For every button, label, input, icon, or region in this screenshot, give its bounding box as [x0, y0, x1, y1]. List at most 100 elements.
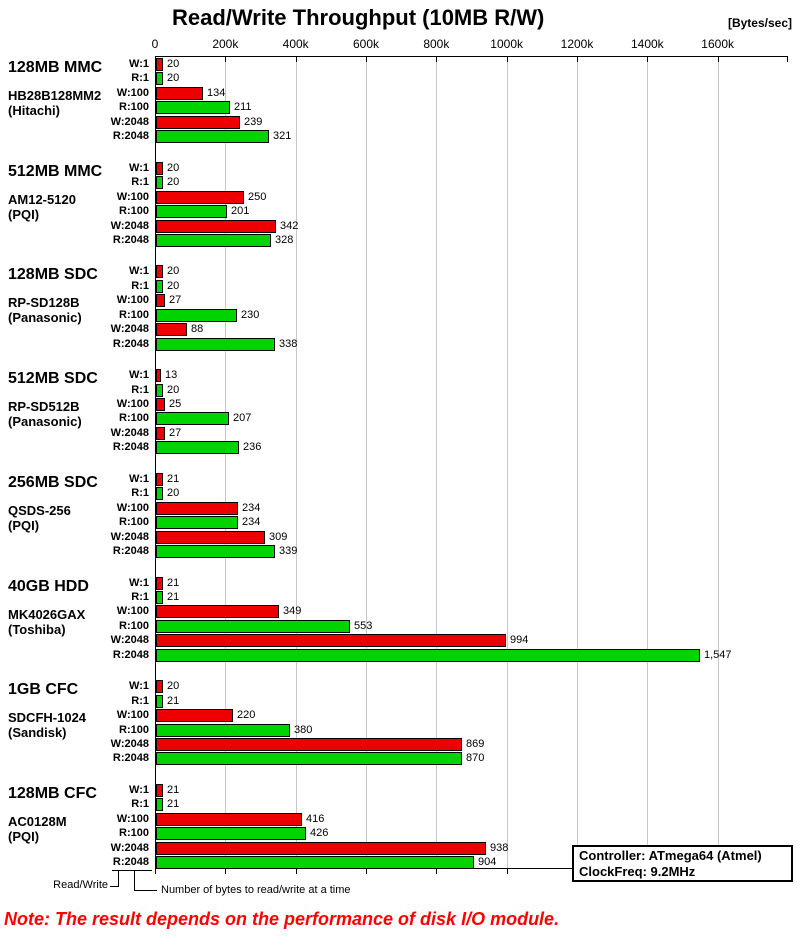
- read-write-footnote: Read/Write: [53, 879, 108, 891]
- gridline: [647, 57, 649, 868]
- bar-row-label: R:2048: [112, 233, 149, 246]
- rw-callout-vline: [118, 871, 119, 887]
- bar-row-label: R:2048: [112, 856, 149, 869]
- top-axis-tick: [436, 57, 438, 62]
- bar-value-label: 938: [490, 841, 509, 854]
- gridline: [577, 57, 578, 868]
- bar-value-label: 904: [478, 856, 497, 869]
- gridline: [506, 57, 508, 868]
- bar-value-label: 20: [167, 72, 180, 85]
- bar-value-label: 309: [269, 530, 288, 543]
- top-axis-tick: [225, 57, 227, 62]
- bar-value-label: 380: [294, 723, 313, 736]
- write-bar: [156, 398, 165, 411]
- bottom-axis-tick: [225, 869, 227, 874]
- unit-label: [Bytes/sec]: [727, 16, 792, 30]
- bar-value-label: 994: [510, 634, 529, 647]
- axis-tick-label: 800k: [423, 37, 450, 51]
- read-bar: [156, 798, 163, 812]
- read-bar: [156, 441, 239, 455]
- bar-value-label: 20: [167, 176, 180, 189]
- bar-row-label: R:100: [119, 101, 149, 114]
- bar-row-label: R:100: [119, 827, 149, 840]
- axis-tick-label: 600k: [352, 37, 380, 51]
- bar-value-label: 21: [167, 590, 180, 603]
- top-axis-tick: [577, 57, 578, 62]
- read-bar: [156, 176, 163, 190]
- axis-tick-label: 0: [151, 37, 159, 51]
- read-bar: [156, 487, 163, 501]
- axis-tick-label: 400k: [282, 37, 309, 51]
- clockfreq-line: ClockFreq: 9.2MHz: [579, 864, 696, 879]
- write-bar: [156, 219, 276, 233]
- bar-value-label: 20: [167, 487, 180, 500]
- group-model: AM12-5120: [8, 191, 76, 207]
- write-bar: [156, 369, 161, 383]
- read-bar: [156, 827, 306, 841]
- bar-row-label: R:2048: [112, 545, 149, 558]
- bar-value-label: 21: [167, 694, 180, 707]
- group-model-vendor: RP-SD512B (Panasonic): [8, 399, 82, 429]
- bar-value-label: 88: [191, 323, 204, 336]
- read-bar: [156, 72, 163, 86]
- bar-value-label: 220: [237, 709, 256, 722]
- bar-row-label: R:100: [119, 308, 149, 321]
- bar-row-label: R:1: [131, 279, 149, 292]
- bar-row-label: W:100: [116, 709, 149, 722]
- write-bar: [156, 323, 187, 337]
- gridline: [225, 57, 227, 868]
- bar-row-label: W:1: [129, 783, 149, 796]
- bar-value-label: 230: [241, 308, 260, 321]
- bar-value-label: 21: [167, 472, 180, 485]
- bar-row-label: R:1: [131, 176, 149, 189]
- bar-row-label: R:1: [131, 694, 149, 707]
- gridline: [366, 57, 367, 868]
- group-model: RP-SD128B: [8, 295, 80, 311]
- bar-value-label: 1,547: [704, 648, 732, 661]
- read-bar: [156, 412, 229, 426]
- bar-value-label: 869: [466, 738, 485, 750]
- bar-row-label: W:100: [116, 398, 149, 410]
- write-bar: [156, 738, 462, 751]
- read-bar: [156, 383, 163, 397]
- write-bar: [156, 812, 302, 826]
- bar-value-label: 338: [279, 337, 298, 350]
- group-vendor: (PQI): [8, 206, 40, 222]
- read-bar: [156, 752, 462, 766]
- axis-tick-label: 200k: [212, 37, 239, 51]
- bar-value-label: 20: [167, 279, 180, 292]
- bar-value-label: 20: [167, 265, 180, 278]
- gridline: [717, 57, 719, 868]
- bar-value-label: 234: [242, 501, 261, 514]
- bar-row-label: W:2048: [110, 530, 149, 543]
- bar-row-label: W:100: [116, 605, 149, 618]
- read-bar: [156, 279, 163, 293]
- write-bar: [156, 680, 163, 694]
- bar-value-label: 553: [354, 619, 373, 632]
- bar-row-label: R:2048: [112, 752, 149, 765]
- chart-title: Read/Write Throughput (10MB R/W): [172, 5, 545, 30]
- write-bar: [156, 115, 240, 129]
- group-vendor: (Sandisk): [8, 725, 67, 741]
- bar-row-label: W:1: [129, 369, 149, 382]
- write-bar: [156, 294, 165, 308]
- bar-value-label: 201: [231, 205, 250, 218]
- top-axis-line: [155, 56, 788, 57]
- group-model-vendor: RP-SD128B (Panasonic): [8, 295, 82, 325]
- bar-row-label: R:2048: [112, 648, 149, 661]
- bar-value-label: 13: [165, 369, 178, 382]
- bar-value-label: 20: [167, 680, 180, 693]
- bar-row-label: W:1: [129, 576, 149, 589]
- bar-row-label: R:1: [131, 590, 149, 603]
- bar-value-label: 349: [283, 605, 302, 618]
- gridline: [295, 57, 297, 868]
- bar-value-label: 20: [167, 161, 180, 174]
- group-model-vendor: AM12-5120 (PQI): [8, 192, 76, 222]
- bar-row-label: W:2048: [110, 841, 149, 854]
- read-bar: [156, 308, 237, 322]
- top-axis-tick: [717, 57, 719, 62]
- group-model-vendor: HB28B128MM2 (Hitachi): [8, 88, 101, 118]
- bar-row-label: W:2048: [110, 323, 149, 336]
- write-bar: [156, 634, 506, 648]
- group-model: MK4026GAX: [8, 606, 86, 622]
